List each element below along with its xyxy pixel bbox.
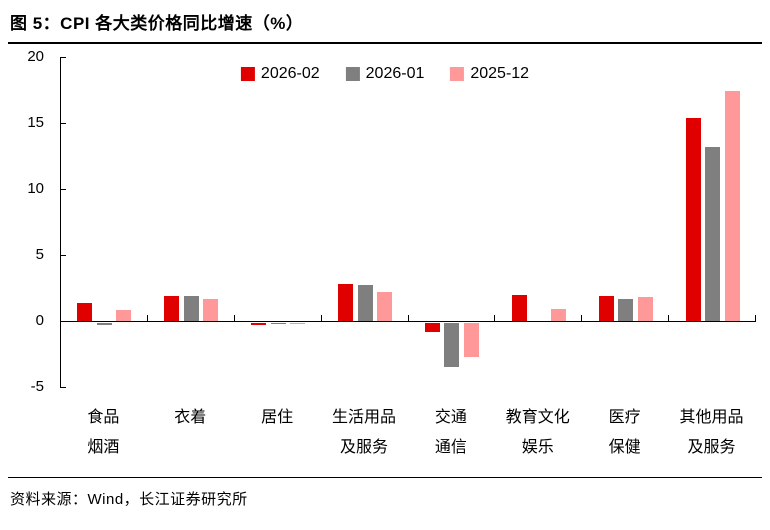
legend-item-2026-02: 2026-02 [240, 65, 320, 83]
y-axis-tick-mark [60, 123, 66, 124]
legend-item-2026-01: 2026-01 [345, 65, 425, 83]
y-axis-tick-mark [60, 255, 66, 256]
y-axis-tick-label: -5 [30, 378, 44, 395]
y-axis-tick-label: 15 [27, 114, 44, 131]
y-axis-tick-label: 10 [27, 180, 44, 197]
x-axis-category-label: 医疗 保健 [608, 409, 641, 456]
bar-2025-12-cat2 [290, 322, 306, 325]
bar-2026-02-cat2 [251, 322, 267, 326]
bar-2026-02-cat4 [424, 322, 440, 332]
chart-legend: 2026-02 2026-01 2025-12 [240, 65, 529, 83]
legend-swatch-icon [450, 67, 465, 81]
y-axis-tick-mark [60, 321, 66, 322]
legend-swatch-icon [240, 67, 255, 81]
bar-2025-12-cat5 [550, 309, 566, 321]
zero-axis-line [61, 321, 756, 322]
x-axis-category-label: 居住 [261, 409, 294, 426]
bar-2026-02-cat7 [685, 117, 701, 321]
y-axis-tick-mark [60, 57, 66, 58]
x-axis-tick-mark [146, 315, 148, 321]
bar-2026-01-cat7 [705, 146, 721, 321]
legend-label: 2025-12 [470, 65, 530, 82]
x-axis-tick-mark [320, 315, 322, 321]
x-axis-tick-mark [494, 315, 496, 321]
x-axis-category-label: 交通 通信 [434, 409, 467, 456]
legend-label: 2026-02 [260, 65, 320, 82]
bar-2026-01-cat3 [357, 285, 373, 321]
source-note: 资料来源：Wind，长江证券研究所 [10, 491, 248, 508]
bar-2026-01-cat2 [270, 322, 286, 325]
bar-chart: 2026-02 2026-01 2025-12 20 15 10 5 0 -5 食品 烟酒 衣着 居住… [0, 45, 770, 475]
y-axis-tick-label: 20 [27, 48, 44, 65]
x-axis-category-label: 生活用品 及服务 [332, 409, 397, 456]
bar-2026-01-cat4 [444, 322, 460, 368]
bar-2026-02-cat6 [598, 295, 614, 321]
bar-2025-12-cat7 [724, 91, 740, 321]
x-axis-tick-mark [407, 315, 409, 321]
x-axis-category-label: 食品 烟酒 [87, 409, 120, 456]
x-axis-category-label: 衣着 [174, 409, 207, 426]
legend-label: 2026-01 [365, 65, 425, 82]
bar-2025-12-cat0 [116, 310, 132, 321]
bar-2026-02-cat5 [511, 294, 527, 321]
bar-2026-01-cat6 [618, 298, 634, 321]
bar-2025-12-cat3 [377, 291, 393, 321]
bar-2025-12-cat4 [463, 322, 479, 357]
y-axis-tick-mark [60, 189, 66, 190]
x-axis-category-label: 教育文化 娱乐 [505, 409, 570, 456]
bar-2025-12-cat1 [203, 298, 219, 321]
x-axis-tick-mark [233, 315, 235, 321]
title-divider [8, 42, 762, 44]
bar-2026-01-cat0 [96, 322, 112, 326]
x-axis-tick-mark [581, 315, 583, 321]
legend-item-2025-12: 2025-12 [450, 65, 529, 83]
bar-2026-02-cat1 [164, 295, 180, 321]
x-axis-tick-mark [755, 315, 756, 321]
x-axis-tick-mark [668, 315, 670, 321]
x-axis-category-label: 其他用品 及服务 [679, 409, 744, 456]
legend-swatch-icon [345, 67, 360, 81]
figure-title: 图 5：CPI 各大类价格同比增速（%） [10, 14, 304, 33]
bar-2026-02-cat0 [77, 302, 93, 321]
y-axis-tick-mark [60, 387, 66, 388]
footer-divider [8, 477, 762, 478]
y-axis-tick-label: 5 [35, 246, 44, 263]
bar-2026-02-cat3 [338, 284, 354, 321]
y-axis-tick-label: 0 [35, 312, 44, 329]
plot-area [60, 57, 756, 387]
bar-2025-12-cat6 [637, 297, 653, 321]
bar-2026-01-cat1 [183, 295, 199, 321]
